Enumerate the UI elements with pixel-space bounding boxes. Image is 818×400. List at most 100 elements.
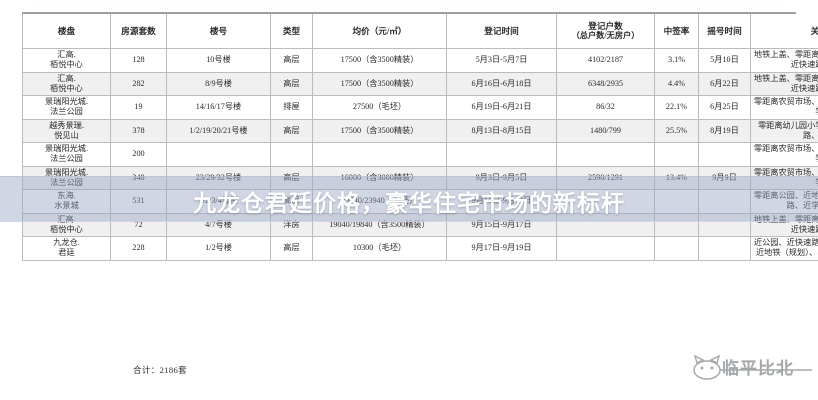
cell-registration-time: 9月11日-9月13日 (446, 189, 557, 214)
cell-registered-households (556, 236, 655, 261)
cell-win-rate (654, 236, 699, 261)
cell-draw-time: 5月10日 (698, 48, 751, 73)
watermark-label: 临平比北 (722, 359, 794, 379)
cell-keywords: 地铁上盖、零距离商场、零距离公园、近快速路、近学校 (750, 48, 818, 73)
cell-estate: 汇高. 栢悦中心 (22, 212, 111, 237)
cell-registered-households: 86/32 (556, 95, 655, 120)
cell-registration-time: 9月17日-9月19日 (446, 236, 557, 261)
estate-line-1: 汇高. (57, 214, 76, 224)
cell-registered-households (556, 189, 655, 214)
cell-estate: 越秀景瑞. 悦见山 (22, 118, 111, 143)
cell-price: 17500（含3500精装） (312, 71, 447, 96)
cell-estate: 景瑞阳光城. 法兰公园 (22, 95, 111, 120)
cell-win-rate (654, 189, 699, 214)
estate-line-1: 东海. (57, 191, 76, 200)
cell-type: 高层 (270, 118, 313, 143)
cell-price: 23540/23940（毛坯） (312, 189, 447, 214)
table-row: 越秀景瑞. 悦见山 378 1/2/19/20/21号楼 高层 17500（含3500精装… (22, 118, 818, 143)
cell-registered-households (556, 142, 655, 167)
estate-line-2: 栢悦中心 (50, 224, 83, 234)
estate-line-2: 法兰公园 (50, 177, 83, 187)
cell-registration-time: 5月3日-5月7日 (446, 48, 557, 73)
estate-line-1: 九龙仓. (53, 238, 80, 247)
registered-households-main: 登记户数 (588, 20, 623, 31)
cell-type: 排屋 (270, 95, 313, 120)
cell-win-rate (654, 142, 699, 167)
cell-price: 17500（含3500精装） (312, 48, 447, 73)
table-row: 景瑞阳光城. 法兰公园 19 14/16/17号楼 排屋 27500（毛坯） 6月19日-6… (22, 95, 818, 120)
cell-draw-time (698, 212, 751, 237)
cell-win-rate: 13.4% (654, 165, 699, 190)
cell-win-rate: 22.1% (654, 95, 699, 120)
cell-building: 1/2/19/20/21号楼 (166, 118, 271, 143)
estate-line-2: 法兰公园 (50, 107, 83, 117)
column-header-win-rate: 中签率 (654, 14, 699, 49)
registered-households-sub: （总户数/无房户） (571, 31, 640, 41)
cell-building: 4/7号楼 (166, 212, 271, 237)
cell-units: 531 (110, 189, 167, 214)
estate-line-1: 景瑞阳光城. (45, 144, 88, 153)
cell-estate: 汇高. 栢悦中心 (22, 48, 111, 73)
estate-line-2: 水景城 (54, 201, 79, 211)
column-header-draw-time: 摇号时间 (698, 14, 751, 49)
cell-keywords: 零距离幼儿园小学初中高中、近快速路、近公园 (750, 118, 818, 143)
cell-type: 高层 (270, 48, 313, 73)
table-row: 汇高. 栢悦中心 128 10号楼 高层 17500（含3500精装） 5月3日-5月7日 4… (22, 48, 818, 73)
property-lottery-table: 楼盘 房源套数 楼号 类型 均价（元/㎡） 登记时间 登记户数 （总户数/无房户… (22, 14, 818, 261)
column-header-building: 楼号 (166, 14, 271, 49)
cell-price: 27500（毛坯） (312, 95, 447, 120)
estate-line-2: 法兰公园 (50, 154, 83, 164)
cell-registration-time: 8月13日-8月15日 (446, 118, 557, 143)
total-units-label: 合计：2186套 (133, 365, 187, 375)
cell-price (312, 142, 447, 167)
cell-registered-households: 4102/2187 (556, 48, 655, 73)
cell-units: 228 (110, 236, 167, 261)
cell-building (166, 142, 271, 167)
cell-registration-time: 6月19日-6月21日 (446, 95, 557, 120)
cell-keywords: 近公园、近快速路、近学校、近医院、近地铁（规划）、零距离商场（规划） (750, 236, 818, 261)
cell-registered-households: 1480/799 (556, 118, 655, 143)
cell-registration-time: 9月3日-9月5日 (446, 165, 557, 190)
cell-type: 洋房 (270, 212, 313, 237)
cell-units: 128 (110, 48, 167, 73)
cell-draw-time (698, 189, 751, 214)
table-row: 东海. 水景城 531 1/2/3/4号楼 高层 23540/23940（毛坯） 9月11日… (22, 189, 818, 214)
column-header-keywords: 关键词 (750, 14, 818, 49)
cell-registered-households (556, 212, 655, 237)
cell-units: 348 (110, 165, 167, 190)
cell-keywords: 地铁上盖、零距离商场、零距离公园、近快速路、近学校 (750, 71, 818, 96)
table-top-rule (22, 12, 796, 14)
cell-estate: 九龙仓. 君廷 (22, 236, 111, 261)
cell-keywords: 零距离农贸市场、近地铁、近商场、近学校 (750, 165, 818, 190)
cell-keywords: 零距离农贸市场、近地铁、近商场、近学校 (750, 95, 818, 120)
cell-registration-time: 9月15日-9月17日 (446, 212, 557, 237)
cell-estate: 景瑞阳光城. 法兰公园 (22, 165, 111, 190)
estate-line-1: 景瑞阳光城. (45, 97, 88, 106)
cell-win-rate: 4.4% (654, 71, 699, 96)
table-body: 汇高. 栢悦中心 128 10号楼 高层 17500（含3500精装） 5月3日-5月7日 4… (22, 48, 818, 261)
cell-building: 10号楼 (166, 48, 271, 73)
table-header: 楼盘 房源套数 楼号 类型 均价（元/㎡） 登记时间 登记户数 （总户数/无房户… (22, 14, 818, 49)
cell-price: 16000（含3000精装） (312, 165, 447, 190)
cell-win-rate: 25.5% (654, 118, 699, 143)
cell-price: 10300（毛坯） (312, 236, 447, 261)
cell-draw-time: 9月9日 (698, 165, 751, 190)
cell-draw-time (698, 142, 751, 167)
cell-type: 高层 (270, 165, 313, 190)
estate-line-2: 君廷 (58, 248, 75, 258)
estate-line-2: 栢悦中心 (50, 83, 83, 93)
cell-draw-time: 6月22日 (698, 71, 751, 96)
column-header-estate: 楼盘 (22, 14, 111, 49)
estate-line-1: 汇高. (57, 50, 76, 59)
cell-building: 1/2/3/4号楼 (166, 189, 271, 214)
cell-type: 高层 (270, 71, 313, 96)
column-header-type: 类型 (270, 14, 313, 49)
cell-draw-time: 6月25日 (698, 95, 751, 120)
cell-units: 19 (110, 95, 167, 120)
cell-building: 8/9号楼 (166, 71, 271, 96)
cell-win-rate (654, 212, 699, 237)
watermark: 临平比北 (692, 352, 816, 386)
cell-building: 23/29/32号楼 (166, 165, 271, 190)
cell-price: 17500（含3500精装） (312, 118, 447, 143)
